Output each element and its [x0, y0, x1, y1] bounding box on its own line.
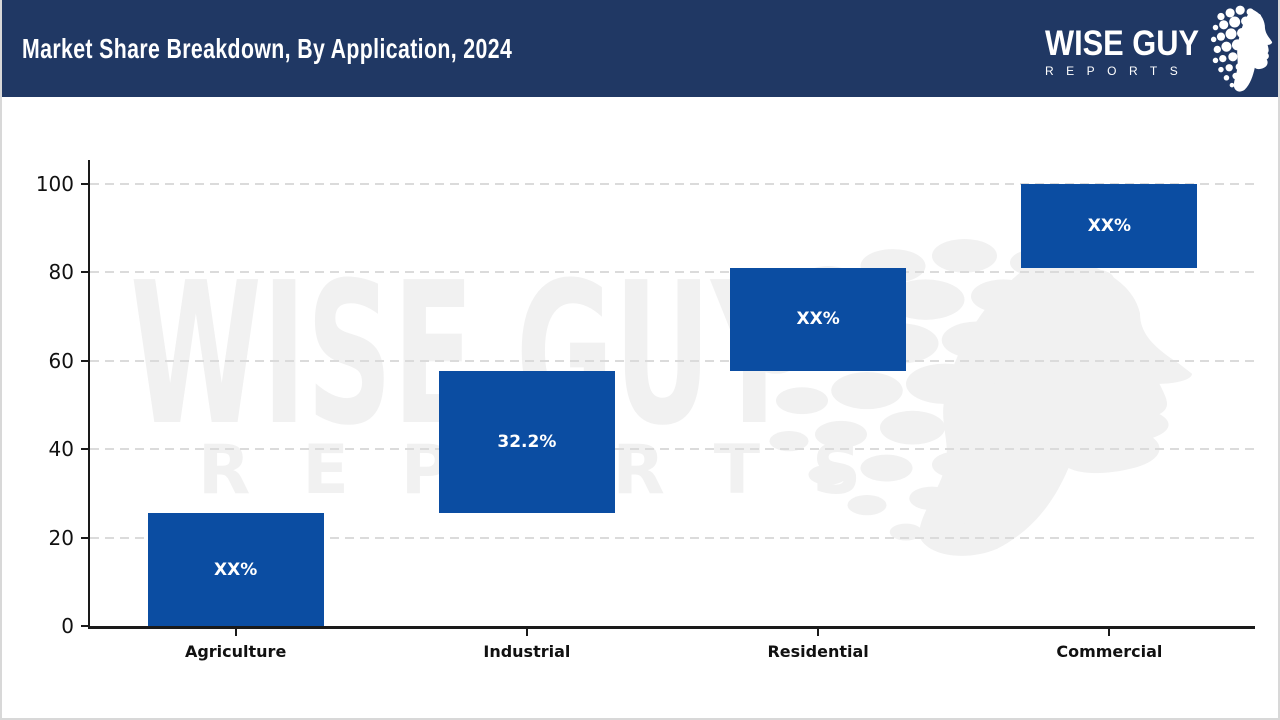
gridline-40	[90, 448, 1255, 450]
bar-industrial: 32.2%	[438, 370, 615, 514]
x-tick-label-agriculture: Agriculture	[184, 642, 287, 661]
brand-logo-text: WISE GUY REPORTS	[1044, 24, 1220, 79]
bar-value-label-commercial: XX%	[1087, 215, 1131, 236]
y-tick-label-20: 20	[48, 525, 74, 550]
x-tick-label-residential: Residential	[767, 642, 869, 661]
y-tick-80	[81, 271, 88, 273]
y-tick-label-40: 40	[48, 437, 74, 461]
header-bar: Market Share Breakdown, By Application, …	[2, 0, 1278, 97]
x-tick-industrial	[525, 629, 528, 636]
x-tick-agriculture	[234, 629, 237, 636]
brand-name: WISE GUY	[1044, 24, 1199, 63]
y-tick-label-60: 60	[48, 348, 74, 373]
y-tick-100	[81, 182, 88, 185]
y-tick-40	[81, 448, 88, 450]
brand-logo: WISE GUY REPORTS	[1045, 4, 1274, 94]
y-tick-60	[81, 359, 88, 362]
x-tick-label-commercial: Commercial	[1056, 642, 1163, 661]
bar-value-label-industrial: 32.2%	[497, 431, 557, 452]
gridline-80	[90, 271, 1255, 273]
bar-residential: XX%	[730, 268, 907, 371]
bar-commercial: XX%	[1021, 183, 1198, 269]
wiseguy-head-icon	[1210, 5, 1273, 92]
gridline-20	[90, 536, 1255, 539]
x-tick-label-industrial: Industrial	[483, 642, 571, 661]
gridline-60	[90, 359, 1255, 362]
y-axis-line	[88, 160, 90, 629]
brand-subtitle: REPORTS	[1044, 64, 1191, 78]
bar-value-label-residential: XX%	[796, 309, 840, 330]
page-title: Market Share Breakdown, By Application, …	[22, 32, 513, 64]
x-tick-commercial	[1108, 629, 1111, 636]
y-tick-20	[81, 536, 88, 539]
bar-agriculture: XX%	[147, 513, 324, 626]
y-tick-label-80: 80	[48, 260, 74, 284]
x-axis-line	[88, 626, 1255, 629]
y-tick-label-100: 100	[35, 171, 74, 196]
x-tick-residential	[817, 629, 820, 636]
y-tick-label-0: 0	[61, 614, 74, 638]
bar-value-label-agriculture: XX%	[214, 559, 258, 580]
y-tick-0	[81, 625, 88, 627]
gridline-100	[90, 182, 1255, 185]
